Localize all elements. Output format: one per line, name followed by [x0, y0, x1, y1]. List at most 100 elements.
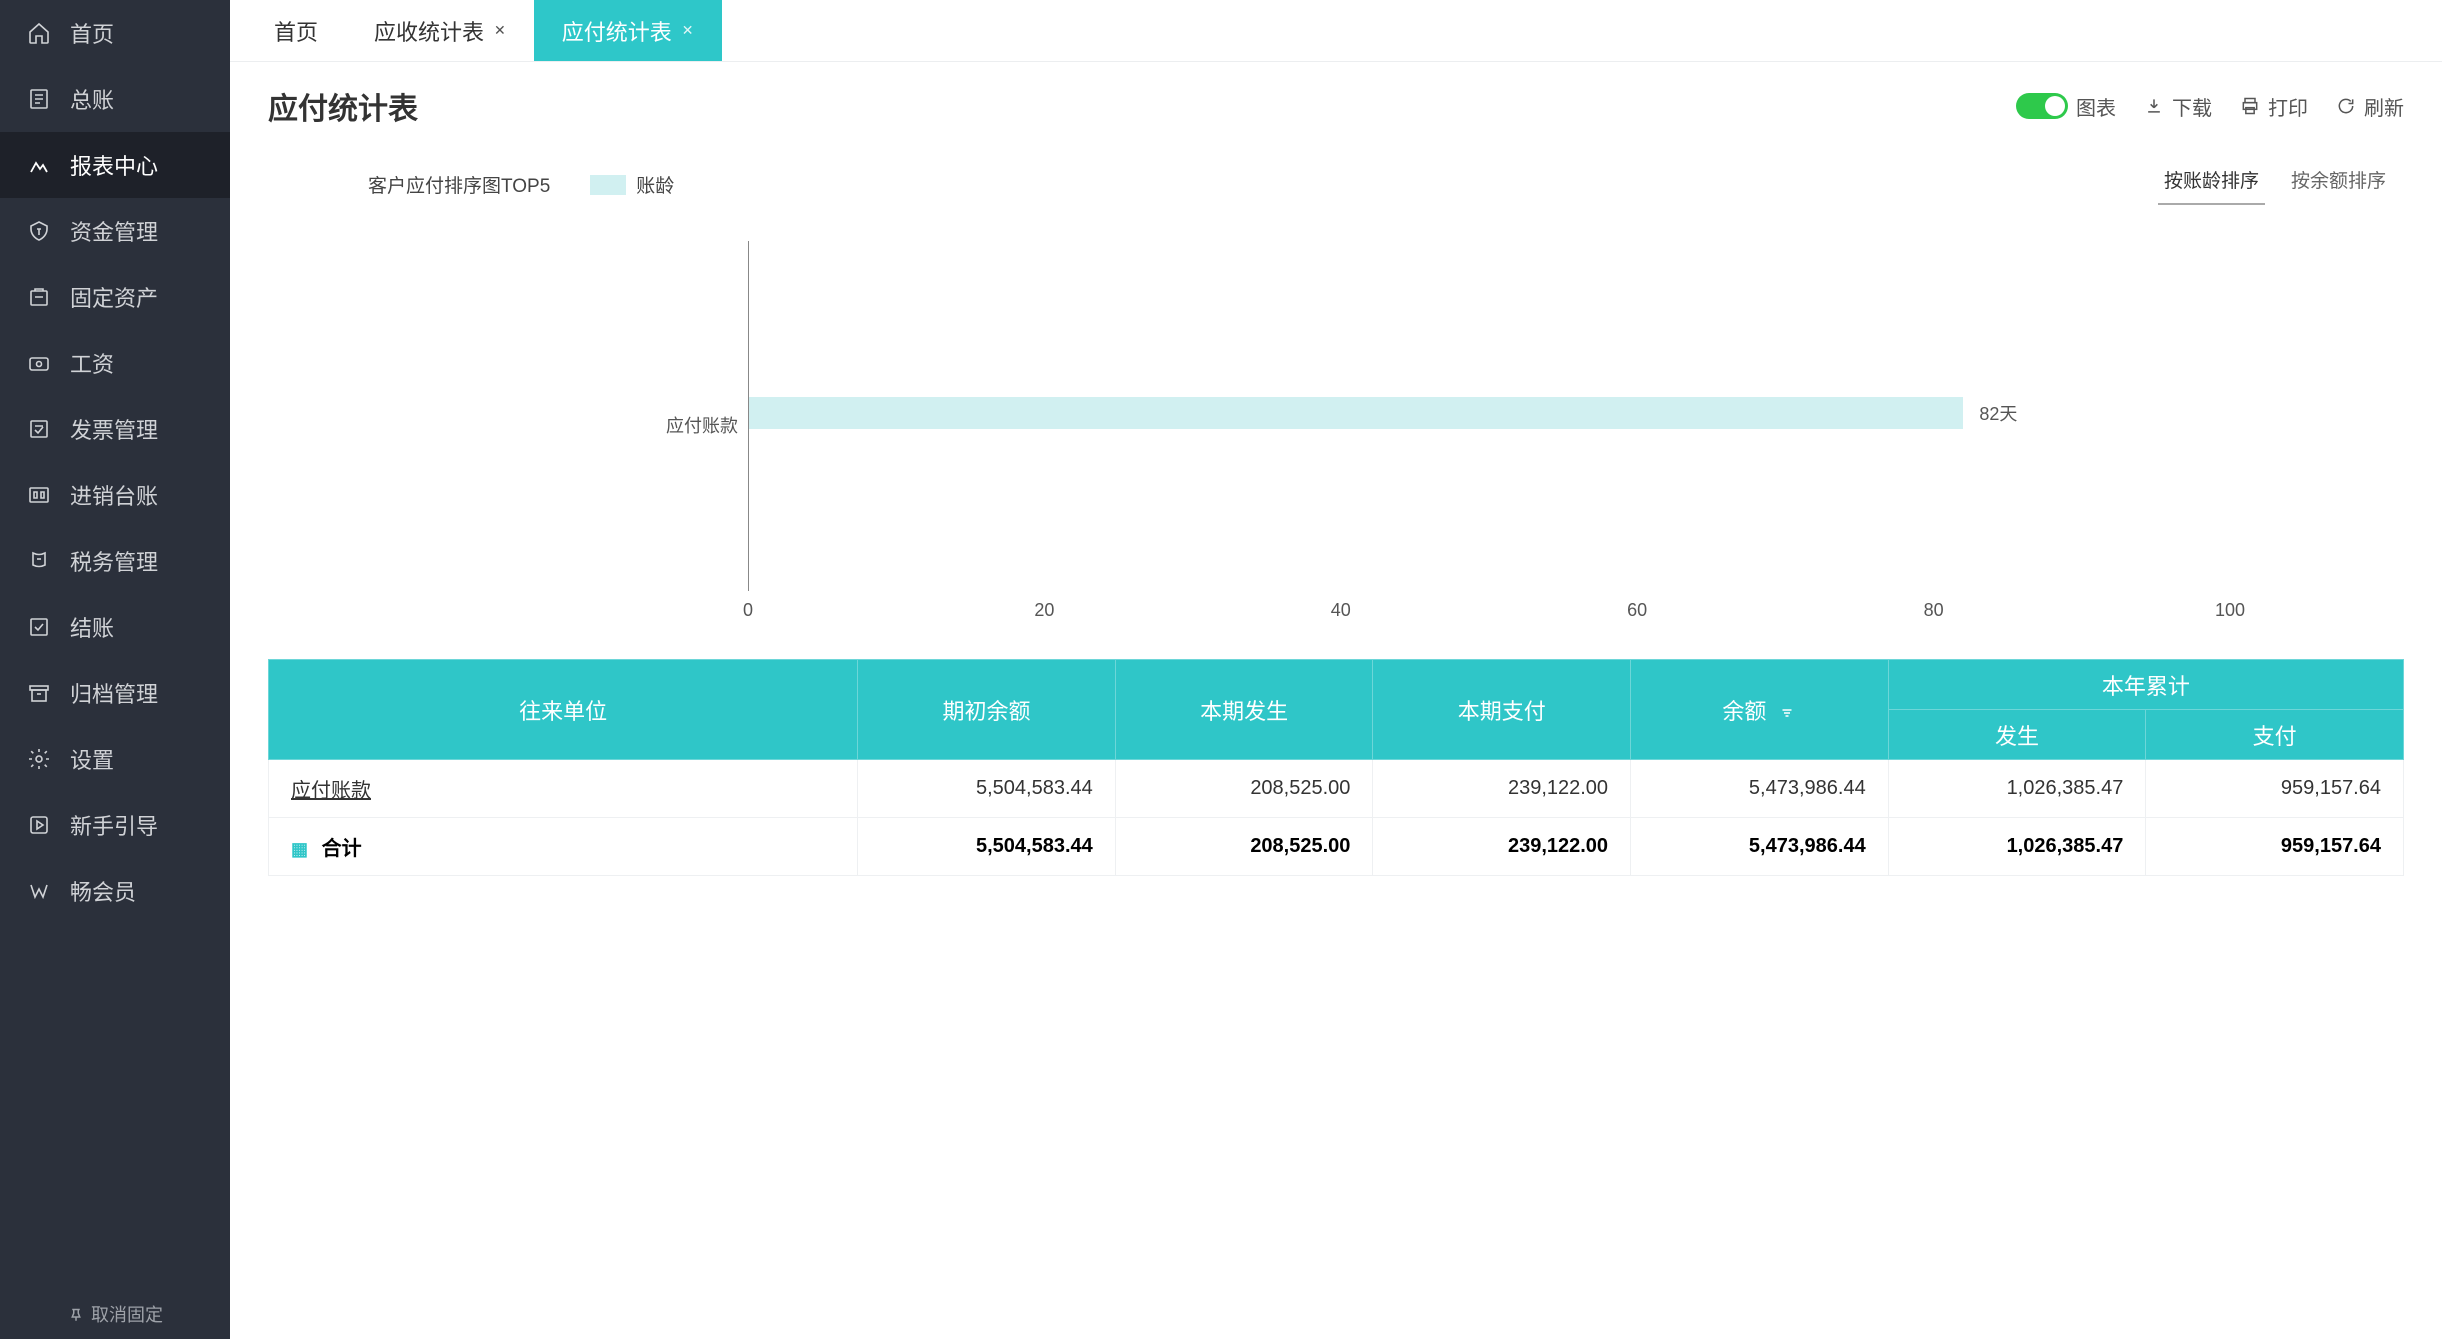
sidebar-item-salary[interactable]: 工资: [0, 330, 230, 396]
close-icon[interactable]: ✕: [494, 22, 506, 39]
download-label: 下载: [2172, 92, 2212, 121]
th-ytd-group: 本年累计: [1888, 660, 2403, 710]
sidebar-item-label: 归档管理: [70, 677, 158, 709]
sidebar-item-closing[interactable]: 结账: [0, 594, 230, 660]
sidebar-item-label: 首页: [70, 17, 114, 49]
cell-opening: 5,504,583.44: [858, 760, 1116, 818]
refresh-button[interactable]: 刷新: [2336, 92, 2404, 121]
chart-y-category: 应付账款: [648, 412, 738, 438]
page-actions: 图表 下载 打印 刷新: [2016, 92, 2404, 121]
sidebar-item-guide[interactable]: 新手引导: [0, 792, 230, 858]
tab-home[interactable]: 首页: [246, 0, 346, 61]
x-tick: 20: [1034, 600, 1054, 621]
cell-period-paid: 239,122.00: [1373, 760, 1631, 818]
table-total-row: ▦ 合计 5,504,583.44 208,525.00 239,122.00 …: [269, 818, 2404, 876]
sidebar-item-invoice[interactable]: 发票管理: [0, 396, 230, 462]
download-button[interactable]: 下载: [2144, 92, 2212, 121]
th-period-occur[interactable]: 本期发生: [1115, 660, 1373, 760]
chart-bar: [749, 397, 1963, 429]
cell-total-label: ▦ 合计: [269, 818, 858, 876]
cell-period-occur: 208,525.00: [1115, 760, 1373, 818]
cell-total-ytd-occur: 1,026,385.47: [1888, 818, 2146, 876]
sidebar-item-report[interactable]: 报表中心: [0, 132, 230, 198]
page-title: 应付统计表: [268, 84, 418, 128]
refresh-icon: [2336, 96, 2356, 116]
chart-toggle[interactable]: 图表: [2016, 92, 2116, 121]
x-tick: 60: [1627, 600, 1647, 621]
th-balance[interactable]: 余额: [1631, 660, 1889, 760]
cell-ytd-occur: 1,026,385.47: [1888, 760, 2146, 818]
total-label: 合计: [322, 838, 362, 860]
tab-bar: 首页 应收统计表 ✕ 应付统计表 ✕: [230, 0, 2442, 62]
sidebar-item-label: 新手引导: [70, 809, 158, 841]
print-button[interactable]: 打印: [2240, 92, 2308, 121]
toggle-switch[interactable]: [2016, 93, 2068, 119]
sidebar-item-tax[interactable]: 税务管理: [0, 528, 230, 594]
download-icon: [2144, 96, 2164, 116]
data-table: 往来单位 期初余额 本期发生 本期支付 余额 本年累计 发生: [268, 659, 2404, 876]
sidebar: 首页 总账 报表中心 资金管理 固定资产 工资 发票管理: [0, 0, 230, 1339]
sidebar-item-funds[interactable]: 资金管理: [0, 198, 230, 264]
sidebar-item-label: 进销台账: [70, 479, 158, 511]
th-unit[interactable]: 往来单位: [269, 660, 858, 760]
x-tick: 0: [743, 600, 753, 621]
member-icon: [26, 878, 52, 904]
sort-tabs: 按账龄排序 按余额排序: [2158, 164, 2392, 205]
cell-unit: 应付账款: [269, 760, 858, 818]
chart-header: 客户应付排序图TOP5 账龄 按账龄排序 按余额排序: [268, 164, 2404, 215]
th-ytd-paid[interactable]: 支付: [2146, 710, 2404, 760]
print-icon: [2240, 96, 2260, 116]
sort-by-balance[interactable]: 按余额排序: [2285, 164, 2392, 205]
report-icon: [26, 152, 52, 178]
sidebar-footer-label: 取消固定: [91, 1301, 163, 1327]
content-area: 客户应付排序图TOP5 账龄 按账龄排序 按余额排序 应付账款 82天 0 20: [230, 150, 2442, 1339]
sidebar-item-label: 总账: [70, 83, 114, 115]
gear-icon: [26, 746, 52, 772]
cell-total-ytd-paid: 959,157.64: [2146, 818, 2404, 876]
tab-receivable[interactable]: 应收统计表 ✕: [346, 0, 534, 61]
sidebar-item-member[interactable]: 畅会员: [0, 858, 230, 924]
sidebar-item-purchase[interactable]: 进销台账: [0, 462, 230, 528]
sidebar-item-label: 工资: [70, 347, 114, 379]
cell-balance: 5,473,986.44: [1631, 760, 1889, 818]
th-period-paid[interactable]: 本期支付: [1373, 660, 1631, 760]
chart: 应付账款 82天 0 20 40 60 80 100: [268, 229, 2404, 629]
purchase-icon: [26, 482, 52, 508]
refresh-label: 刷新: [2364, 92, 2404, 121]
pin-icon: [67, 1305, 85, 1323]
sidebar-item-home[interactable]: 首页: [0, 0, 230, 66]
report-card: 客户应付排序图TOP5 账龄 按账龄排序 按余额排序 应付账款 82天 0 20: [244, 150, 2428, 900]
chart-title: 客户应付排序图TOP5: [368, 171, 550, 198]
print-label: 打印: [2268, 92, 2308, 121]
sidebar-item-archive[interactable]: 归档管理: [0, 660, 230, 726]
closing-icon: [26, 614, 52, 640]
close-icon[interactable]: ✕: [682, 22, 694, 39]
cell-ytd-paid: 959,157.64: [2146, 760, 2404, 818]
main-area: 首页 应收统计表 ✕ 应付统计表 ✕ 应付统计表 图表 下载 打印: [230, 0, 2442, 1339]
sidebar-item-label: 结账: [70, 611, 114, 643]
sort-by-age[interactable]: 按账龄排序: [2158, 164, 2265, 205]
cell-total-opening: 5,504,583.44: [858, 818, 1116, 876]
x-tick: 80: [1924, 600, 1944, 621]
tab-label: 应收统计表: [374, 15, 484, 47]
assets-icon: [26, 284, 52, 310]
sidebar-pin-toggle[interactable]: 取消固定: [0, 1289, 230, 1339]
cell-total-period-paid: 239,122.00: [1373, 818, 1631, 876]
invoice-icon: [26, 416, 52, 442]
sidebar-item-assets[interactable]: 固定资产: [0, 264, 230, 330]
tab-label: 应付统计表: [562, 15, 672, 47]
sidebar-item-label: 发票管理: [70, 413, 158, 445]
sidebar-item-label: 税务管理: [70, 545, 158, 577]
sidebar-item-settings[interactable]: 设置: [0, 726, 230, 792]
sidebar-item-label: 固定资产: [70, 281, 158, 313]
chart-plot: 82天: [748, 241, 2230, 591]
tab-payable[interactable]: 应付统计表 ✕: [534, 0, 722, 61]
unit-link[interactable]: 应付账款: [291, 780, 371, 802]
sidebar-item-ledger[interactable]: 总账: [0, 66, 230, 132]
home-icon: [26, 20, 52, 46]
legend-swatch: [590, 175, 626, 195]
sidebar-item-label: 资金管理: [70, 215, 158, 247]
th-ytd-occur[interactable]: 发生: [1888, 710, 2146, 760]
th-opening[interactable]: 期初余额: [858, 660, 1116, 760]
guide-icon: [26, 812, 52, 838]
